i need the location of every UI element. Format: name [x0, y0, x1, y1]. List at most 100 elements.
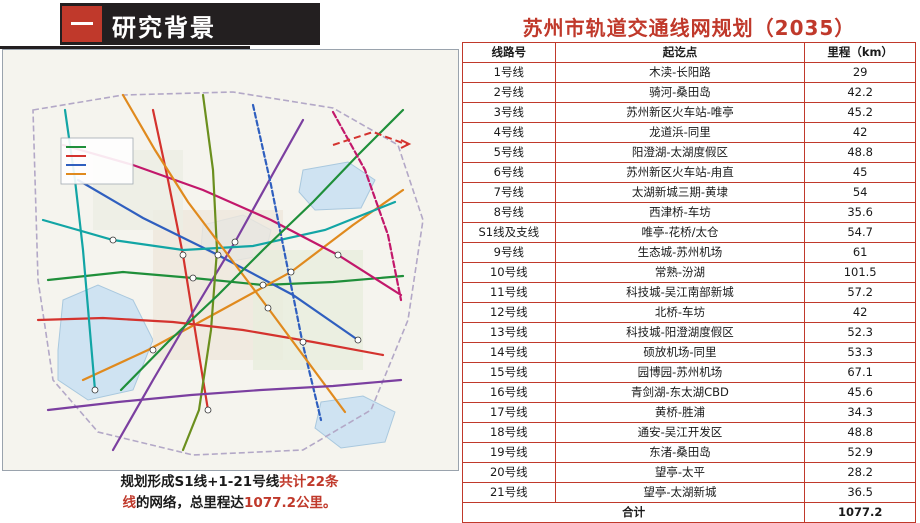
cell-km: 29 [804, 62, 916, 83]
cell-km: 53.3 [804, 342, 916, 363]
map-panel [2, 49, 459, 471]
cell-km: 48.8 [804, 142, 916, 163]
cell-route: 阳澄湖-太湖度假区 [554, 142, 806, 163]
cell-km: 45.2 [804, 102, 916, 123]
table-row: 10号线 常熟-汾湖 101.5 [462, 262, 916, 283]
cell-km: 36.5 [804, 482, 916, 503]
header-underline [0, 46, 250, 49]
cell-route: 青剑湖-东太湖CBD [554, 382, 806, 403]
table-row: 17号线 黄桥-胜浦 34.3 [462, 402, 916, 423]
cell-line: 3号线 [462, 102, 556, 123]
cell-line: 5号线 [462, 142, 556, 163]
cell-km: 57.2 [804, 282, 916, 303]
cell-route: 苏州新区火车站-甪直 [554, 162, 806, 183]
cell-route: 科技城-吴江南部新城 [554, 282, 806, 303]
table-row: 5号线 阳澄湖-太湖度假区 48.8 [462, 142, 916, 163]
cell-km: 61 [804, 242, 916, 263]
table-body: 1号线 木渎-长阳路 29 2号线 骑河-桑田岛 42.2 3号线 苏州新区火车站-唯亭 45.… [461, 62, 916, 523]
header-route: 起讫点 [554, 42, 806, 63]
table-total-row: 合计 1077.2 [461, 502, 916, 523]
cell-route: 苏州新区火车站-唯亭 [554, 102, 806, 123]
cell-line: 16号线 [462, 382, 556, 403]
cell-route: 骑河-桑田岛 [554, 82, 806, 103]
cell-route: 通安-吴江开发区 [554, 422, 806, 443]
cell-km: 45.6 [804, 382, 916, 403]
cell-km: 54 [804, 182, 916, 203]
cell-route: 科技城-阳澄湖度假区 [554, 322, 806, 343]
cell-km: 52.3 [804, 322, 916, 343]
cell-route: 黄桥-胜浦 [554, 402, 806, 423]
cell-km: 101.5 [804, 262, 916, 283]
table-row: 6号线 苏州新区火车站-甪直 45 [462, 162, 916, 183]
cell-route: 西津桥-车坊 [554, 202, 806, 223]
cell-line: 14号线 [462, 342, 556, 363]
cell-line: 17号线 [462, 402, 556, 423]
cell-route: 生态城-苏州机场 [554, 242, 806, 263]
dash-icon [62, 6, 102, 42]
cell-km: 35.6 [804, 202, 916, 223]
cell-line: 1号线 [462, 62, 556, 83]
map-caption: 规划形成S1线+1-21号线共计22条 线的网络，总里程达1077.2公里。 [2, 472, 457, 514]
table-row: 7号线 太湖新城三期-黄埭 54 [462, 182, 916, 203]
caption-text-2: 的网络，总里程达 [135, 495, 244, 511]
caption-highlight-1: 共计22条 [279, 474, 339, 490]
header-black-bar [60, 3, 320, 45]
cell-km: 34.3 [804, 402, 916, 423]
table-header-row: 线路号 起讫点 里程（km） [462, 42, 916, 63]
cell-line: 12号线 [462, 302, 556, 323]
table-row: 14号线 硕放机场-同里 53.3 [462, 342, 916, 363]
table-row: 12号线 北桥-车坊 42 [462, 302, 916, 323]
header-km: 里程（km） [804, 42, 916, 63]
cell-route: 望亭-太湖新城 [554, 482, 806, 503]
cell-route: 太湖新城三期-黄埭 [554, 182, 806, 203]
cell-route: 望亭-太平 [554, 462, 806, 483]
cell-route: 龙道浜-同里 [554, 122, 806, 143]
cell-route: 东渚-桑田岛 [554, 442, 806, 463]
total-label: 合计 [461, 502, 806, 523]
total-km: 1077.2 [804, 502, 916, 523]
table-row: 21号线 望亭-太湖新城 36.5 [462, 482, 916, 503]
cell-line: 9号线 [462, 242, 556, 263]
table-row: 16号线 青剑湖-东太湖CBD 45.6 [462, 382, 916, 403]
rail-lines-table: 线路号 起讫点 里程（km） 1号线 木渎-长阳路 29 2号线 骑河-桑田岛 42.2 3… [461, 42, 916, 523]
cell-km: 42.2 [804, 82, 916, 103]
cell-line: 10号线 [462, 262, 556, 283]
caption-highlight-3: 1077.2公里。 [243, 495, 337, 511]
table-row: 18号线 通安-吴江开发区 48.8 [462, 422, 916, 443]
cell-route: 硕放机场-同里 [554, 342, 806, 363]
table-row: 19号线 东渚-桑田岛 52.9 [462, 442, 916, 463]
page-title: 研究背景 [112, 14, 216, 42]
cell-route: 木渎-长阳路 [554, 62, 806, 83]
cell-line: 18号线 [462, 422, 556, 443]
table-row: 1号线 木渎-长阳路 29 [462, 62, 916, 83]
table-row: 15号线 园博园-苏州机场 67.1 [462, 362, 916, 383]
table-row: 2号线 骑河-桑田岛 42.2 [462, 82, 916, 103]
cell-route: 园博园-苏州机场 [554, 362, 806, 383]
table-row: 4号线 龙道浜-同里 42 [462, 122, 916, 143]
caption-highlight-2: 线 [122, 495, 136, 511]
table-row: 9号线 生态城-苏州机场 61 [462, 242, 916, 263]
rail-network-map [3, 50, 458, 470]
cell-line: 15号线 [462, 362, 556, 383]
cell-km: 48.8 [804, 422, 916, 443]
cell-km: 52.9 [804, 442, 916, 463]
table-row: S1线及支线 唯亭-花桥/太仓 54.7 [462, 222, 916, 243]
cell-line: 8号线 [462, 202, 556, 223]
cell-route: 北桥-车坊 [554, 302, 806, 323]
cell-line: 13号线 [462, 322, 556, 343]
header-line-no: 线路号 [462, 42, 556, 63]
cell-route: 唯亭-花桥/太仓 [554, 222, 806, 243]
table-row: 11号线 科技城-吴江南部新城 57.2 [462, 282, 916, 303]
table-row: 13号线 科技城-阳澄湖度假区 52.3 [462, 322, 916, 343]
table-row: 20号线 望亭-太平 28.2 [462, 462, 916, 483]
table-row: 3号线 苏州新区火车站-唯亭 45.2 [462, 102, 916, 123]
cell-line: 11号线 [462, 282, 556, 303]
cell-km: 67.1 [804, 362, 916, 383]
cell-route: 常熟-汾湖 [554, 262, 806, 283]
cell-line: 4号线 [462, 122, 556, 143]
caption-text-1: 规划形成S1线+1-21号线 [120, 474, 280, 490]
cell-line: 7号线 [462, 182, 556, 203]
cell-line: 6号线 [462, 162, 556, 183]
cell-km: 54.7 [804, 222, 916, 243]
table-title: 苏州市轨道交通线网规划（2035） [522, 16, 856, 40]
